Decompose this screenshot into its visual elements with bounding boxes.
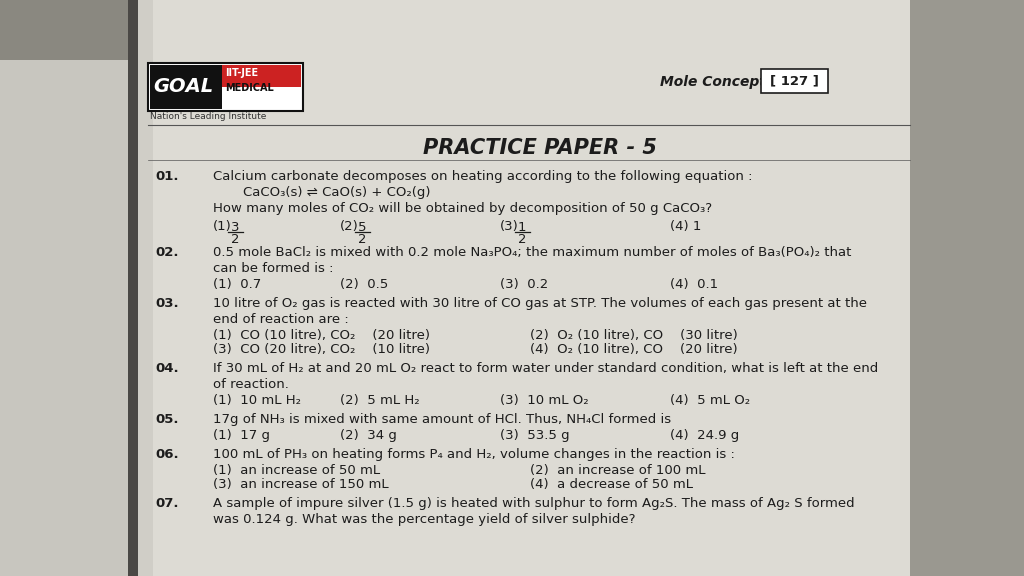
Text: 07.: 07. [155,497,178,510]
Text: 17g of NH₃ is mixed with same amount of HCl. Thus, NH₄Cl formed is: 17g of NH₃ is mixed with same amount of … [213,413,671,426]
Text: 5: 5 [357,221,367,234]
Bar [138,0,910,576]
Text: of reaction.: of reaction. [213,378,289,391]
Text: (1): (1) [213,220,231,233]
Text: (3): (3) [500,220,519,233]
Text: 02.: 02. [155,246,178,259]
Text: (3)  CO (20 litre), CO₂    (10 litre): (3) CO (20 litre), CO₂ (10 litre) [213,343,430,356]
Bar [128,0,138,576]
Text: (2): (2) [340,220,358,233]
Text: (1)  0.7: (1) 0.7 [213,278,261,291]
Text: 06.: 06. [155,448,178,461]
Text: MEDICAL: MEDICAL [225,83,273,93]
Text: GOAL: GOAL [153,78,213,97]
Text: 2: 2 [357,233,367,246]
Text: A sample of impure silver (1.5 g) is heated with sulphur to form Ag₂S. The mass : A sample of impure silver (1.5 g) is hea… [213,497,855,510]
Text: 1: 1 [518,221,526,234]
Text: (3)  0.2: (3) 0.2 [500,278,548,291]
Text: end of reaction are :: end of reaction are : [213,313,349,326]
Text: [ 127 ]: [ 127 ] [770,74,818,88]
Bar [0,60,128,576]
Text: (1)  CO (10 litre), CO₂    (20 litre): (1) CO (10 litre), CO₂ (20 litre) [213,329,430,342]
Text: (3)  10 mL O₂: (3) 10 mL O₂ [500,394,589,407]
Bar [910,0,1024,576]
Text: (1)  an increase of 50 mL: (1) an increase of 50 mL [213,464,380,477]
Text: (2)  34 g: (2) 34 g [340,429,397,442]
Text: (4) 1: (4) 1 [670,220,701,233]
Text: 2: 2 [518,233,526,246]
Text: 03.: 03. [155,297,178,310]
Text: 3: 3 [230,221,240,234]
Text: (4)  a decrease of 50 mL: (4) a decrease of 50 mL [530,478,693,491]
Text: (4)  5 mL O₂: (4) 5 mL O₂ [670,394,751,407]
Text: (4)  O₂ (10 litre), CO    (20 litre): (4) O₂ (10 litre), CO (20 litre) [530,343,737,356]
Bar [150,65,222,109]
Text: (3)  53.5 g: (3) 53.5 g [500,429,569,442]
Text: (2)  an increase of 100 mL: (2) an increase of 100 mL [530,464,706,477]
Text: 10 litre of O₂ gas is reacted with 30 litre of CO gas at STP. The volumes of eac: 10 litre of O₂ gas is reacted with 30 li… [213,297,867,310]
Text: can be formed is :: can be formed is : [213,262,334,275]
Text: If 30 mL of H₂ at and 20 mL O₂ react to form water under standard condition, wha: If 30 mL of H₂ at and 20 mL O₂ react to … [213,362,879,375]
Text: CaCO₃(s) ⇌ CaO(s) + CO₂(g): CaCO₃(s) ⇌ CaO(s) + CO₂(g) [243,186,430,199]
Bar [222,65,301,109]
Text: Mole Concept: Mole Concept [660,75,766,89]
Text: Nation's Leading Institute: Nation's Leading Institute [150,112,266,121]
Text: (4)  24.9 g: (4) 24.9 g [670,429,739,442]
Text: How many moles of CO₂ will be obtained by decomposition of 50 g CaCO₃?: How many moles of CO₂ will be obtained b… [213,202,712,215]
Text: IIT-JEE: IIT-JEE [225,68,258,78]
Text: (1)  17 g: (1) 17 g [213,429,270,442]
Text: PRACTICE PAPER - 5: PRACTICE PAPER - 5 [423,138,657,158]
Text: 2: 2 [230,233,240,246]
Bar [138,0,153,576]
Text: 05.: 05. [155,413,178,426]
Text: Calcium carbonate decomposes on heating according to the following equation :: Calcium carbonate decomposes on heating … [213,170,753,183]
FancyBboxPatch shape [761,69,828,93]
Text: 04.: 04. [155,362,178,375]
Text: 01.: 01. [155,170,178,183]
Bar [222,65,301,87]
Text: (2)  O₂ (10 litre), CO    (30 litre): (2) O₂ (10 litre), CO (30 litre) [530,329,737,342]
Bar [148,63,303,111]
Bar [0,0,130,576]
Text: 0.5 mole BaCl₂ is mixed with 0.2 mole Na₃PO₄; the maximum number of moles of Ba₃: 0.5 mole BaCl₂ is mixed with 0.2 mole Na… [213,246,851,259]
Text: 100 mL of PH₃ on heating forms P₄ and H₂, volume changes in the reaction is :: 100 mL of PH₃ on heating forms P₄ and H₂… [213,448,735,461]
Text: (4)  0.1: (4) 0.1 [670,278,718,291]
Text: (3)  an increase of 150 mL: (3) an increase of 150 mL [213,478,389,491]
Text: (2)  0.5: (2) 0.5 [340,278,388,291]
Text: was 0.124 g. What was the percentage yield of silver sulphide?: was 0.124 g. What was the percentage yie… [213,513,636,526]
Text: (1)  10 mL H₂: (1) 10 mL H₂ [213,394,301,407]
Text: (2)  5 mL H₂: (2) 5 mL H₂ [340,394,420,407]
